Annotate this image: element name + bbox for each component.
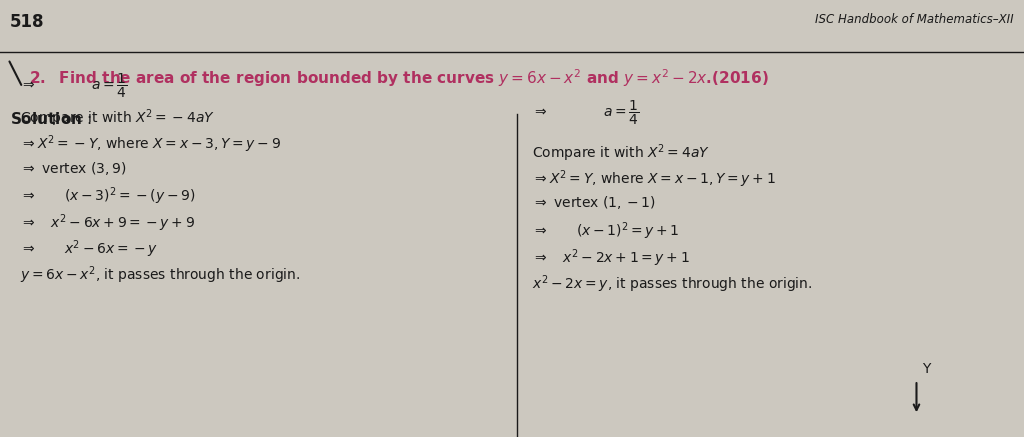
Text: $\Rightarrow$ vertex $(1, -1)$: $\Rightarrow$ vertex $(1, -1)$ — [532, 194, 656, 212]
Text: $\Rightarrow \quad x^2 - 2x+1 = y+1$: $\Rightarrow \quad x^2 - 2x+1 = y+1$ — [532, 247, 690, 268]
Text: 518: 518 — [10, 13, 45, 31]
Text: $\Rightarrow X^2 = Y$, where $X = x-1, Y = y+1$: $\Rightarrow X^2 = Y$, where $X = x-1, Y… — [532, 168, 776, 190]
Text: Compare it with $X^2 = 4aY$: Compare it with $X^2 = 4aY$ — [532, 142, 711, 163]
Text: $\Rightarrow$ vertex $(3, 9)$: $\Rightarrow$ vertex $(3, 9)$ — [20, 160, 127, 177]
Text: $\Rightarrow \qquad (x-3)^2 = -(y-9)$: $\Rightarrow \qquad (x-3)^2 = -(y-9)$ — [20, 186, 196, 207]
Text: Compare it with $X^2 = -4aY$: Compare it with $X^2 = -4aY$ — [20, 107, 215, 128]
Text: $\Rightarrow \qquad (x-1)^2 = y+1$: $\Rightarrow \qquad (x-1)^2 = y+1$ — [532, 221, 680, 242]
Text: $\Rightarrow \qquad x^2 - 6x = -y$: $\Rightarrow \qquad x^2 - 6x = -y$ — [20, 238, 159, 260]
Text: $y = 6x - x^2$, it passes through the origin.: $y = 6x - x^2$, it passes through the or… — [20, 264, 301, 286]
Text: $\Rightarrow X^2 = -Y$, where $X = x-3, Y = y-9$: $\Rightarrow X^2 = -Y$, where $X = x-3, … — [20, 133, 282, 155]
Text: $x^2 - 2x = y$, it passes through the origin.: $x^2 - 2x = y$, it passes through the or… — [532, 273, 813, 295]
Text: $\Rightarrow \qquad\qquad a = \dfrac{1}{4}$: $\Rightarrow \qquad\qquad a = \dfrac{1}{… — [20, 72, 128, 101]
Text: $\Rightarrow \quad x^2 - 6x+9 = -y+9$: $\Rightarrow \quad x^2 - 6x+9 = -y+9$ — [20, 212, 196, 233]
Text: $\Rightarrow \qquad\qquad a = \dfrac{1}{4}$: $\Rightarrow \qquad\qquad a = \dfrac{1}{… — [532, 98, 640, 127]
Text: Y: Y — [922, 362, 930, 376]
Text: $\mathbf{2.}$  Find the area of the region bounded by the curves $y = 6x - x^2$ : $\mathbf{2.}$ Find the area of the regio… — [29, 68, 768, 90]
Text: $\mathbf{Solution}$ :: $\mathbf{Solution}$ : — [10, 111, 92, 128]
Text: ISC Handbook of Mathematics–XII: ISC Handbook of Mathematics–XII — [815, 13, 1014, 26]
